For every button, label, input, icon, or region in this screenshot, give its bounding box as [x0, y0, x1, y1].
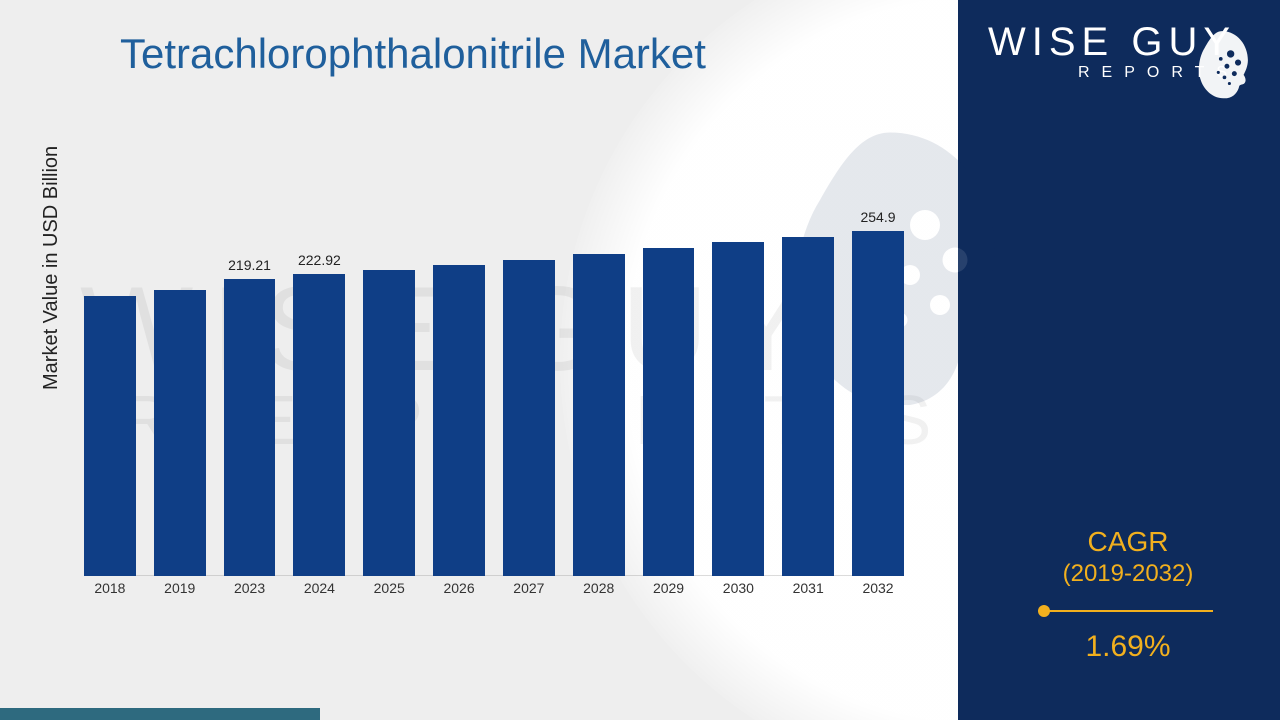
- bar-chart: 219.21222.92254.9 2018201920232024202520…: [84, 170, 904, 600]
- bar: [433, 265, 485, 576]
- bar: [712, 242, 764, 576]
- bar-2019: [154, 290, 206, 576]
- bar: [643, 248, 695, 576]
- bar-2028: [573, 254, 625, 576]
- bar: [852, 231, 904, 576]
- bar-2025: [363, 270, 415, 576]
- bar: [782, 237, 834, 576]
- bar: [84, 296, 136, 576]
- y-axis-label: Market Value in USD Billion: [40, 146, 63, 390]
- cagr-range: (2019-2032): [1018, 560, 1238, 588]
- bar: [363, 270, 415, 576]
- bar-2032: 254.9: [852, 231, 904, 576]
- report-card: WISE GUY R E P O R T S Tetrachlorophthal…: [0, 0, 1280, 720]
- cagr-divider: [1043, 610, 1213, 612]
- bar-2024: 222.92: [293, 274, 345, 576]
- x-tick-label: 2026: [433, 576, 485, 600]
- cagr-title: CAGR: [1018, 526, 1238, 558]
- bar-2026: [433, 265, 485, 576]
- x-tick-label: 2027: [503, 576, 555, 600]
- bar: [573, 254, 625, 576]
- x-tick-label: 2032: [852, 576, 904, 600]
- bar: [224, 279, 276, 576]
- brand-logo: WISE GUY REPORTS: [988, 22, 1248, 82]
- x-tick-label: 2019: [154, 576, 206, 600]
- chart-x-axis: 2018 2019 2023 2024 2025 2026 2027 2028 2029 2030…: [84, 576, 904, 600]
- x-tick-label: 2031: [782, 576, 834, 600]
- x-tick-label: 2023: [224, 576, 276, 600]
- bar-2030: [712, 242, 764, 576]
- bar: [154, 290, 206, 576]
- bar-2023: 219.21: [224, 279, 276, 576]
- bar-value-label: 254.9: [860, 209, 895, 225]
- x-tick-label: 2024: [293, 576, 345, 600]
- chart-plot-area: 219.21 222.92 254.9: [84, 170, 904, 576]
- logo-head-icon: [1190, 28, 1254, 102]
- cagr-block: CAGR (2019-2032) 1.69%: [1018, 526, 1238, 664]
- chart-title: Tetrachlorophthalonitrile Market: [120, 30, 706, 78]
- bar-value-label: 222.92: [298, 252, 341, 268]
- bar-2029: [643, 248, 695, 576]
- bar: [503, 260, 555, 576]
- bar-value-label: 219.21: [228, 257, 271, 273]
- x-tick-label: 2025: [363, 576, 415, 600]
- footer-accent-bar: [0, 708, 320, 720]
- x-tick-label: 2030: [712, 576, 764, 600]
- bar-2018: [84, 296, 136, 576]
- x-tick-label: 2028: [573, 576, 625, 600]
- x-tick-label: 2018: [84, 576, 136, 600]
- bar-2027: [503, 260, 555, 576]
- bar: [293, 274, 345, 576]
- x-tick-label: 2029: [643, 576, 695, 600]
- bar-2031: [782, 237, 834, 576]
- cagr-value: 1.69%: [1018, 630, 1238, 664]
